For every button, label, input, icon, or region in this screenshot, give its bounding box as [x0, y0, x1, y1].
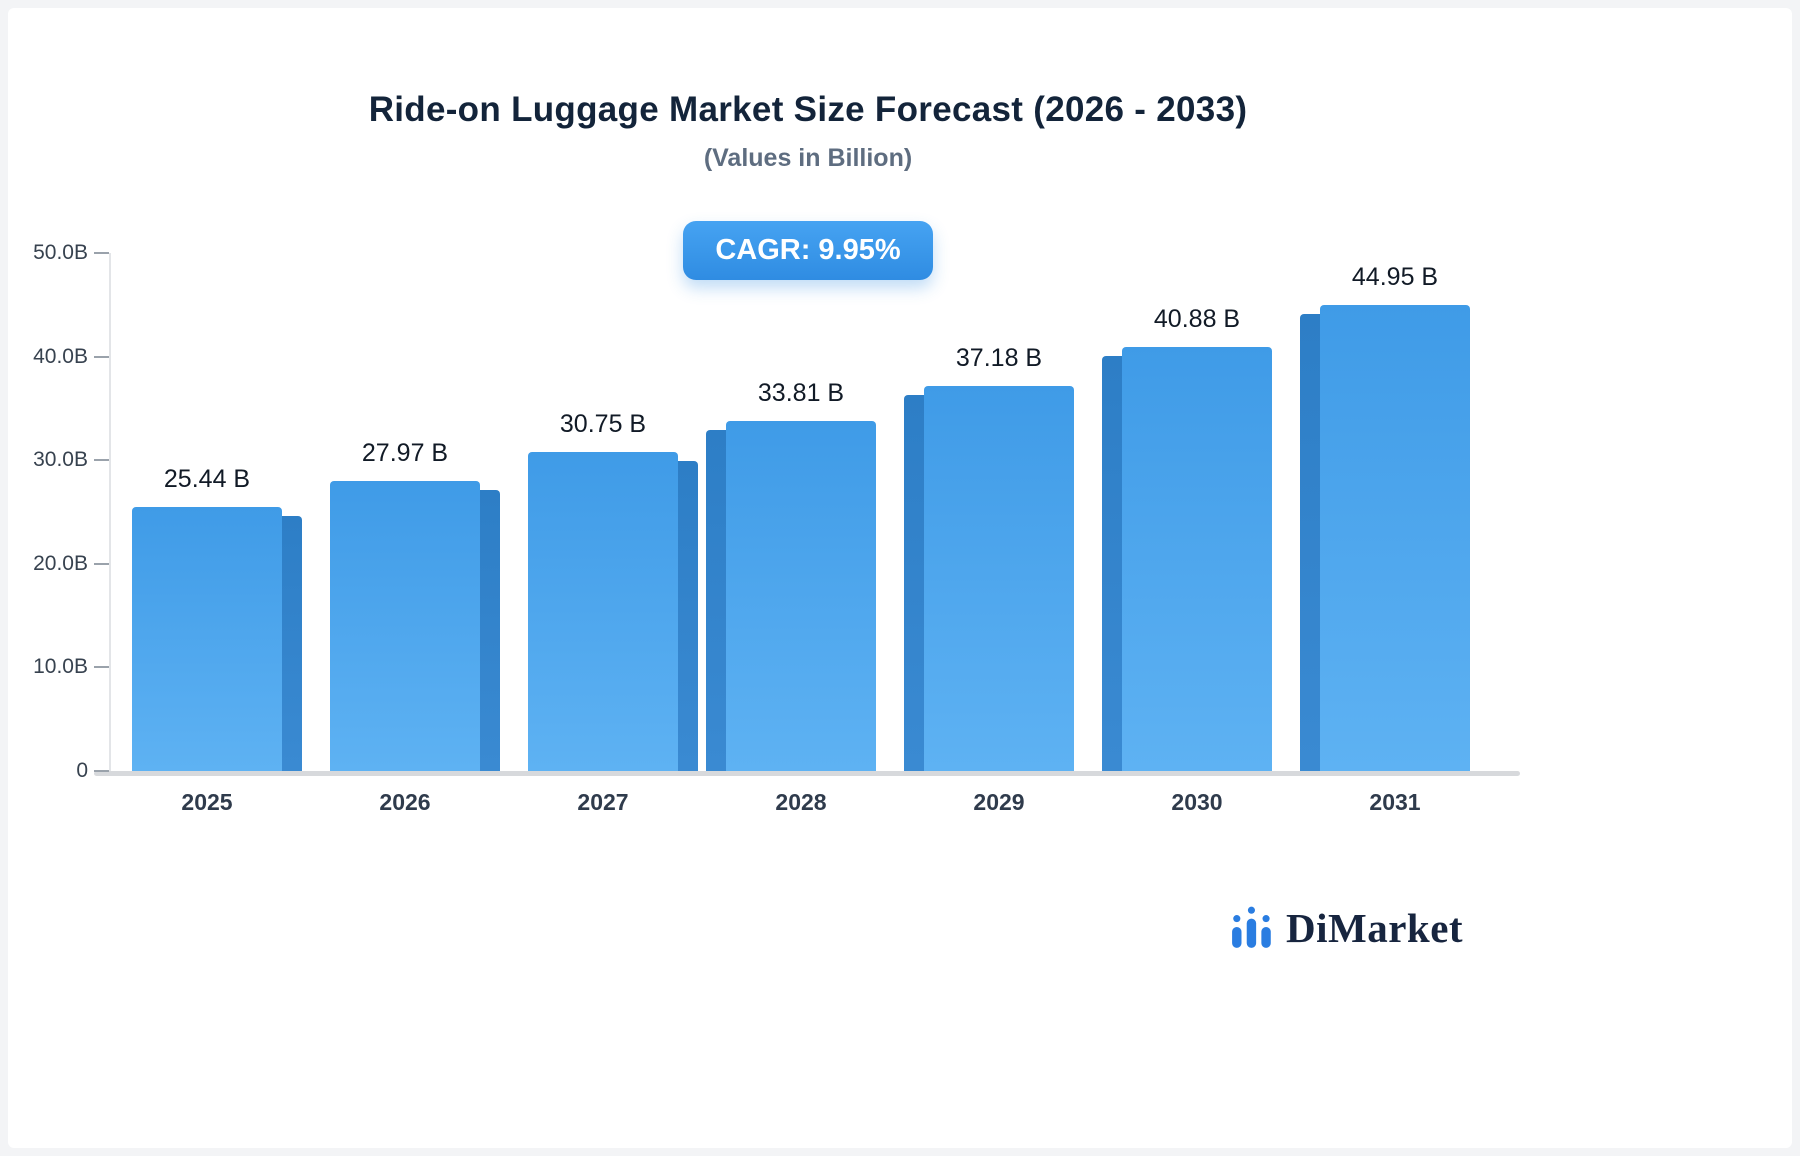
- bar-3d-edge: [1300, 314, 1320, 771]
- bar-3d-edge: [678, 461, 698, 771]
- y-axis-tick: [94, 666, 109, 669]
- bar-3d-edge: [480, 490, 500, 771]
- y-axis-tick-label: 0: [76, 759, 88, 782]
- y-axis-tick-label: 20.0B: [33, 551, 88, 575]
- cagr-badge-wrap: CAGR: 9.95%: [98, 221, 1518, 280]
- chart-title: Ride-on Luggage Market Size Forecast (20…: [368, 90, 1248, 129]
- bar-chart-icon: [1232, 906, 1271, 948]
- bar-value-label: 40.88 B: [1153, 305, 1241, 333]
- x-axis-label: 2025: [181, 789, 233, 815]
- bar-value-label: 27.97 B: [361, 439, 449, 467]
- y-axis-tick: [94, 459, 109, 462]
- chart-subtitle: (Values in Billion): [703, 144, 913, 172]
- bar: [924, 386, 1074, 771]
- bar-value-label: 25.44 B: [163, 465, 251, 493]
- bar-3d-edge: [904, 395, 924, 771]
- y-axis-tick-label: 30.0B: [33, 448, 88, 472]
- x-axis-label: 2030: [1171, 789, 1223, 815]
- bar-3d-edge: [282, 516, 302, 771]
- brand-logo: DiMarket: [1230, 904, 1463, 952]
- y-axis-tick: [94, 355, 109, 358]
- y-axis-tick: [94, 252, 109, 254]
- y-axis-tick-label: 10.0B: [33, 655, 88, 679]
- bar-value-label: 37.18 B: [955, 344, 1043, 372]
- x-axis-label: 2028: [775, 789, 827, 815]
- bar: [132, 507, 282, 771]
- x-axis-label: 2027: [577, 789, 629, 815]
- bar: [726, 421, 876, 771]
- brand-name: DiMarket: [1286, 905, 1464, 951]
- cagr-badge: CAGR: 9.95%: [683, 221, 933, 280]
- x-axis-label: 2031: [1369, 789, 1421, 815]
- bar-value-label: 30.75 B: [559, 410, 647, 438]
- y-axis-tick-label: 50.0B: [33, 241, 88, 264]
- y-axis-tick: [94, 770, 109, 772]
- chart-card: Ride-on Luggage Market Size Forecast (20…: [8, 8, 1792, 1148]
- x-axis-label: 2029: [973, 789, 1025, 815]
- x-axis-line: [94, 771, 1520, 776]
- bar: [330, 481, 480, 771]
- y-axis-line: [109, 253, 111, 771]
- bar-value-label: 33.81 B: [757, 379, 845, 407]
- y-axis-tick-label: 40.0B: [33, 344, 88, 368]
- bar: [1320, 305, 1470, 771]
- bar-3d-edge: [706, 430, 726, 771]
- bar-value-label: 44.95 B: [1351, 263, 1439, 291]
- bar: [528, 452, 678, 771]
- x-axis-label: 2026: [379, 789, 431, 815]
- y-axis-tick: [94, 562, 109, 565]
- bar: [1122, 347, 1272, 771]
- bar-3d-edge: [1102, 356, 1122, 771]
